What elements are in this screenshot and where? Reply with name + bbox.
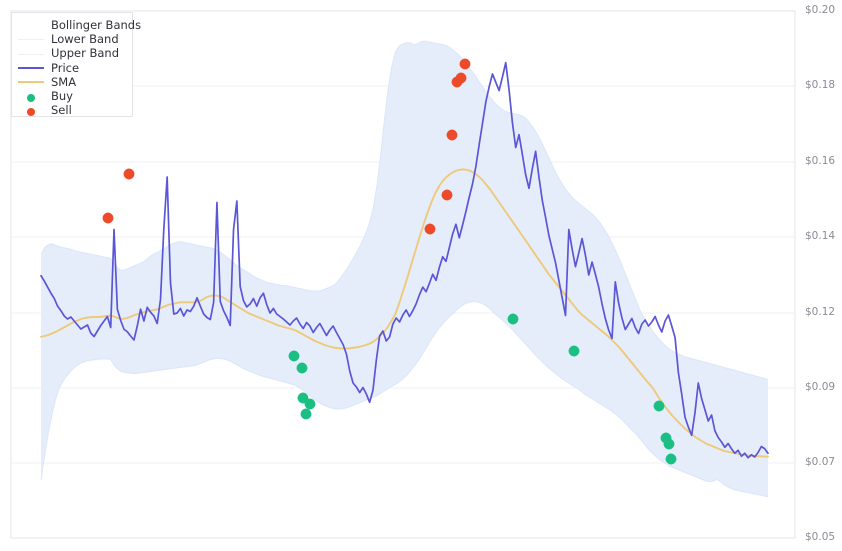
legend-item-label: Upper Band [51, 46, 120, 61]
legend-item-label: Sell [51, 103, 72, 118]
sell-marker-7[interactable] [459, 58, 471, 70]
legend-item-upper-band[interactable]: Upper Band [12, 47, 132, 61]
line-swatch-icon [18, 76, 44, 88]
y-tick-label-3: $0.14 [805, 230, 836, 242]
lower-band-line [40, 301, 769, 498]
sell-marker-1[interactable] [123, 168, 135, 180]
legend-item-price[interactable]: Price [12, 61, 132, 75]
legend-item-label: SMA [51, 74, 77, 89]
bollinger-band-fill [41, 41, 768, 497]
line-swatch-icon [18, 62, 44, 74]
y-tick-label-4: $0.12 [805, 306, 836, 318]
legend-item-buy[interactable]: Buy [12, 89, 132, 103]
sell-marker-0[interactable] [102, 212, 114, 224]
legend-item-sell[interactable]: Sell [12, 104, 132, 118]
sell-marker-2[interactable] [424, 223, 436, 235]
y-tick-label-5: $0.09 [805, 381, 836, 393]
line-icon [18, 39, 44, 41]
sma-line [40, 168, 769, 458]
y-tick-label-6: $0.07 [805, 456, 836, 468]
buy-marker-6[interactable] [568, 345, 580, 357]
sell-marker-6[interactable] [455, 72, 467, 84]
dot-swatch-icon [18, 105, 44, 117]
buy-marker-5[interactable] [507, 313, 519, 325]
buy-marker-7[interactable] [653, 400, 665, 412]
buy-marker-2[interactable] [297, 392, 309, 404]
band-swatch-icon [18, 19, 44, 31]
buy-markers[interactable] [288, 313, 677, 465]
legend-item-label: Buy [51, 89, 73, 104]
legend-item-sma[interactable]: SMA [12, 75, 132, 89]
dot-icon [27, 93, 35, 102]
y-tick-label-2: $0.16 [805, 155, 836, 167]
buy-marker-4[interactable] [300, 408, 312, 420]
sell-marker-4[interactable] [446, 129, 458, 141]
line-swatch-icon [18, 48, 44, 60]
buy-marker-9[interactable] [663, 438, 675, 450]
dot-swatch-icon [18, 91, 44, 103]
chart-legend[interactable]: Bollinger Bands Lower Band Upper Band Price… [11, 12, 141, 118]
line-icon [18, 53, 44, 55]
line-icon [18, 81, 44, 84]
y-tick-label-1: $0.18 [805, 79, 836, 91]
sell-marker-3[interactable] [441, 189, 453, 201]
price-line [40, 61, 769, 459]
line-swatch-icon [18, 33, 44, 45]
legend-item-bollinger-bands[interactable]: Bollinger Bands [12, 18, 141, 32]
sell-markers[interactable] [102, 58, 471, 235]
legend-item-label: Lower Band [51, 31, 119, 46]
buy-marker-0[interactable] [288, 350, 300, 362]
buy-marker-3[interactable] [304, 398, 316, 410]
legend-item-lower-band[interactable]: Lower Band [12, 32, 132, 46]
y-tick-label-7: $0.05 [805, 531, 836, 543]
legend-item-label: Bollinger Bands [51, 17, 142, 32]
dot-icon [27, 107, 35, 116]
y-tick-label-0: $0.20 [805, 4, 836, 16]
legend-item-label: Price [51, 60, 80, 75]
line-icon [18, 67, 44, 70]
buy-marker-1[interactable] [296, 362, 308, 374]
buy-marker-10[interactable] [665, 453, 677, 465]
